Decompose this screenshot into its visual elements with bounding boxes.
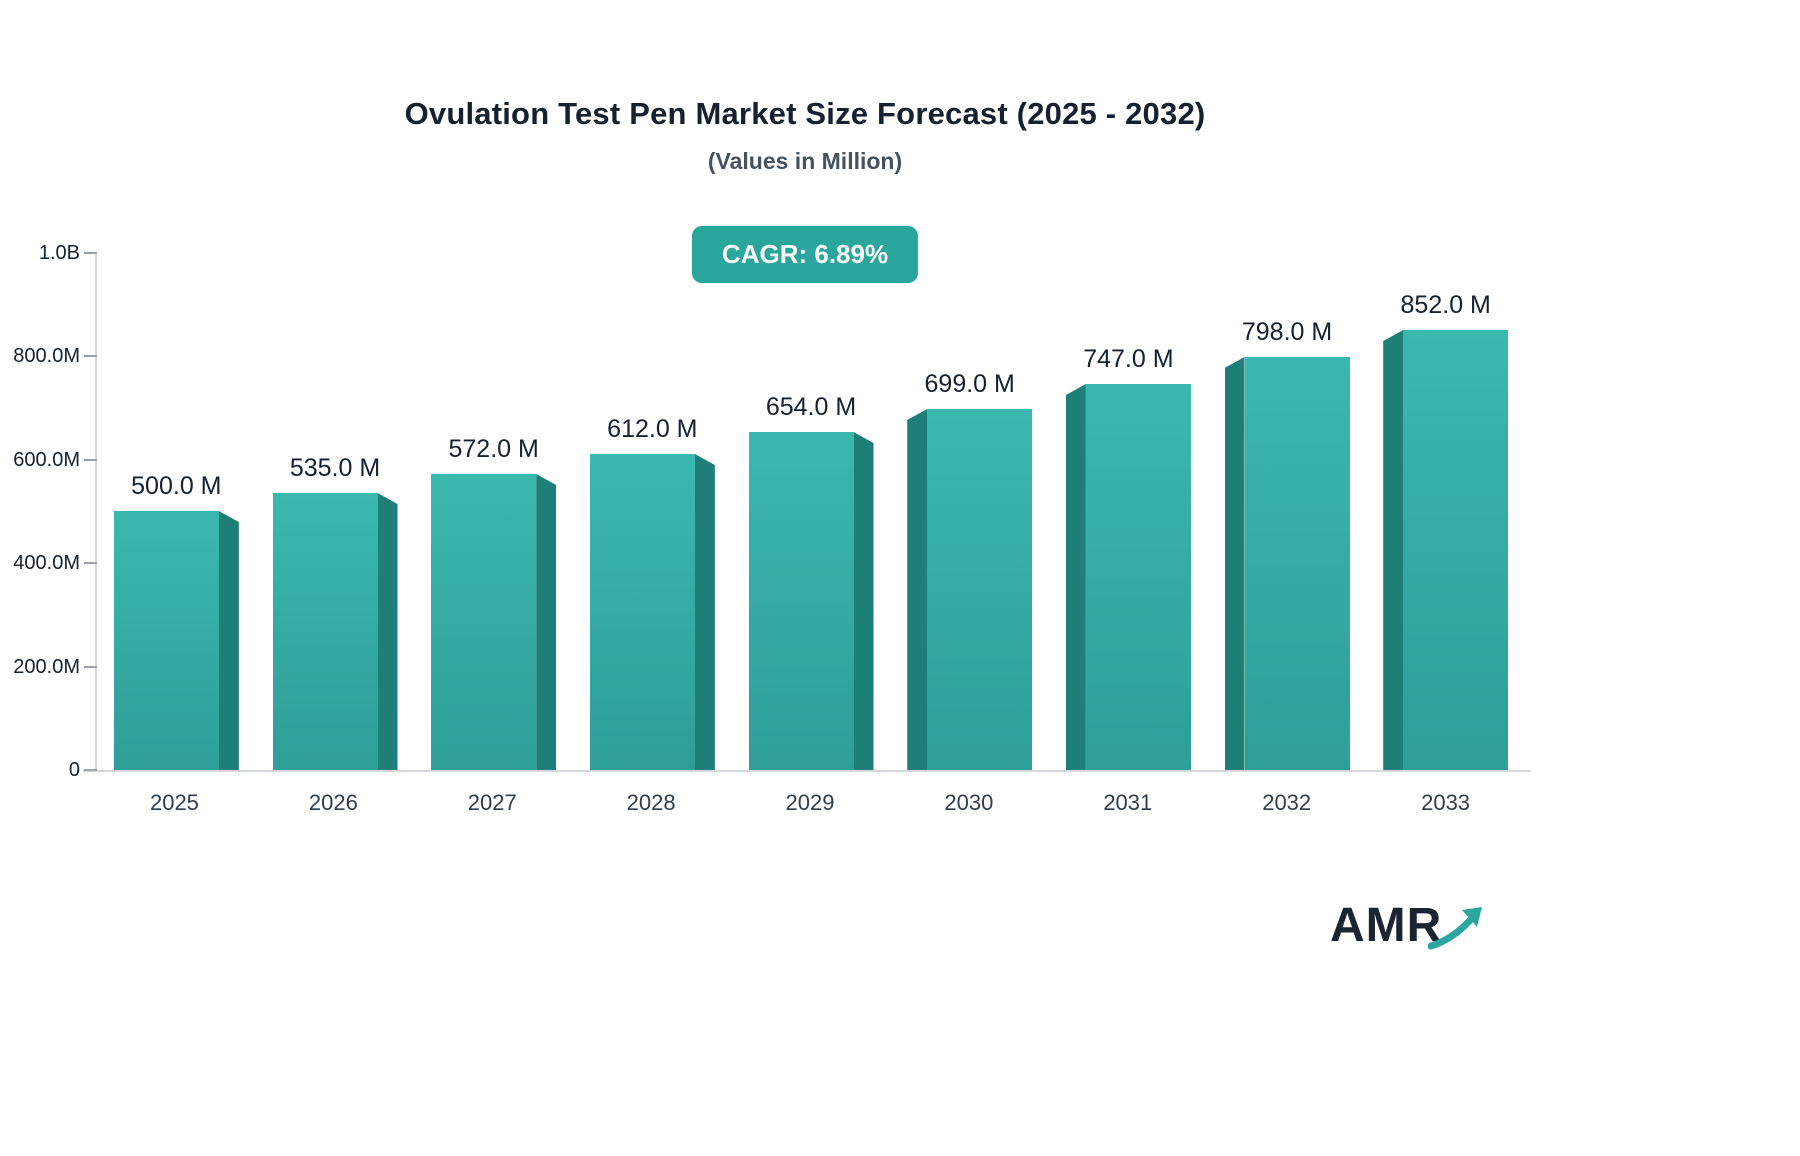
bar-face	[748, 432, 854, 770]
x-tick-label: 2025	[149, 790, 199, 815]
x-tick-label: 2030	[944, 790, 994, 815]
bar: 654.0 M	[748, 393, 874, 770]
x-tick-label: 2033	[1421, 790, 1471, 815]
x-tick-label: 2031	[1103, 790, 1153, 815]
x-axis-labels: 2025 2026 2027 2028 2029 2030 2031 2032 2033	[95, 790, 1525, 816]
chart-subtitle: (Values in Million)	[707, 148, 903, 174]
bar-group-2026: 535.0 M	[256, 253, 415, 770]
bar-chart: 500.0 M 535.0 M 572.0 M 612.0 M 654.0 M 699.0…	[13, 242, 1531, 816]
bar-value-label: 798.0 M	[1241, 318, 1333, 346]
bar-value-label: 500.0 M	[131, 472, 222, 500]
cagr-badge: CAGR: 6.89%	[691, 226, 919, 283]
bar-group-2031: 747.0 M	[1049, 253, 1208, 770]
x-tick-label: 2026	[308, 790, 358, 815]
bar-side-shade	[1383, 330, 1404, 770]
y-tick-mark	[84, 769, 97, 771]
bar: 500.0 M	[113, 472, 239, 770]
bar-face	[1403, 330, 1509, 770]
bar-group-2032: 798.0 M	[1208, 253, 1367, 770]
bar-side-shade	[694, 454, 715, 770]
bars-row: 500.0 M 535.0 M 572.0 M 612.0 M 654.0 M 699.0…	[97, 253, 1525, 770]
x-tick-label: 2032	[1262, 790, 1312, 815]
y-tick-label: 800.0M	[13, 345, 80, 368]
bar-side-shade	[853, 432, 874, 770]
bar-group-2033: 852.0 M	[1366, 253, 1525, 770]
y-tick-label: 600.0M	[13, 448, 80, 471]
bar-side-shade	[1224, 357, 1245, 770]
bar: 699.0 M	[907, 370, 1033, 770]
bar-group-2030: 699.0 M	[890, 253, 1049, 770]
bar-value-label: 572.0 M	[448, 435, 539, 463]
bar-face	[1085, 384, 1191, 770]
bar-group-2028: 612.0 M	[573, 253, 732, 770]
y-tick-label: 1.0B	[38, 242, 80, 264]
x-tick-label: 2028	[626, 790, 676, 815]
y-tick-mark	[84, 252, 97, 254]
bar-side-shade	[377, 493, 398, 770]
bar-side-shade	[536, 474, 557, 770]
bar: 572.0 M	[431, 435, 557, 770]
y-tick-label: 200.0M	[13, 655, 80, 678]
chart-title: Ovulation Test Pen Market Size Forecast …	[404, 96, 1206, 131]
y-tick-mark	[84, 355, 97, 358]
amr-logo: AMR	[1330, 898, 1500, 960]
x-axis-line	[83, 770, 1531, 772]
bar-face	[431, 474, 537, 770]
bar-face	[1244, 357, 1350, 770]
bar: 852.0 M	[1383, 291, 1509, 770]
bar-group-2029: 654.0 M	[732, 253, 891, 770]
bar: 612.0 M	[589, 415, 715, 770]
y-tick-label: 400.0M	[13, 552, 80, 575]
amr-logo-text: AMR	[1330, 899, 1443, 952]
amr-logo-arrow-icon	[1428, 907, 1482, 950]
bar-face	[589, 454, 695, 770]
x-tick-label: 2027	[467, 790, 517, 815]
bar-side-shade	[1065, 384, 1086, 770]
x-tick-label: 2029	[785, 790, 835, 815]
bar-value-label: 654.0 M	[765, 393, 857, 421]
plot-area: 500.0 M 535.0 M 572.0 M 612.0 M 654.0 M 699.0…	[13, 242, 1531, 781]
y-tick-mark	[84, 562, 97, 565]
bar-group-2027: 572.0 M	[414, 253, 573, 770]
bar-value-label: 612.0 M	[607, 415, 698, 443]
bar-value-label: 699.0 M	[924, 370, 1015, 398]
bar: 798.0 M	[1224, 318, 1350, 770]
bar: 535.0 M	[272, 454, 398, 770]
bar-value-label: 747.0 M	[1083, 345, 1174, 373]
bar-side-shade	[218, 511, 239, 770]
bar-group-2025: 500.0 M	[97, 253, 256, 770]
bar-face	[927, 409, 1033, 770]
y-tick-mark	[84, 665, 97, 668]
bar-side-shade	[907, 409, 928, 770]
bar-value-label: 535.0 M	[289, 454, 381, 482]
bar-face	[272, 493, 378, 770]
bar-value-label: 852.0 M	[1400, 291, 1491, 319]
bar-face	[113, 511, 219, 770]
y-tick-label: 0	[68, 759, 80, 781]
bar: 747.0 M	[1065, 345, 1191, 770]
y-tick-mark	[84, 458, 97, 461]
